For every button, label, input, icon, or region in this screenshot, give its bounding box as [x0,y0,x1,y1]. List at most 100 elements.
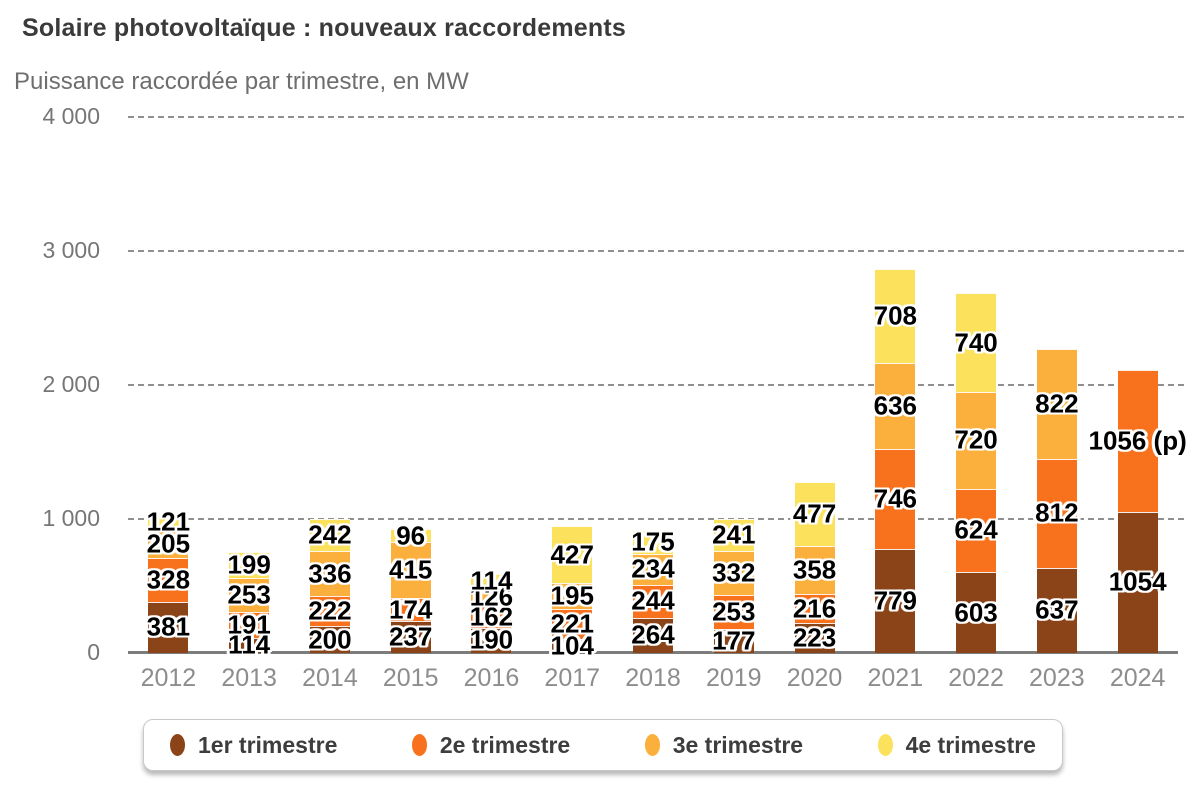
y-tick-label-3000: 3 000 [42,237,100,263]
legend-item-q4: 4e trimestre [877,731,1036,759]
bar-segment-2022-q3 [956,392,997,489]
legend-item-q3: 3e trimestre [644,732,803,759]
legend-dot-q1-icon [170,734,185,756]
legend: 1er trimestre 2e trimestre 3e trimestre … [143,719,1063,771]
value-label-2018-q4: 175 [631,526,675,557]
value-label-2017-q1: 104 [550,630,594,661]
bar-segment-2021-q4 [875,268,916,364]
value-label-2024-q2: 1056 (p) [1088,425,1187,456]
legend-dot-q4-icon [877,734,893,756]
bar-segment-2012-q2 [148,557,189,602]
bar-segment-2015-q4 [390,529,431,543]
value-label-2019-q4: 241 [712,519,756,550]
bar-segment-2016-q4 [471,573,512,589]
legend-dot-q3-icon [644,734,660,756]
x-tick-label-2020: 2020 [786,664,843,692]
value-label-2023-q2: 812 [1035,497,1079,528]
value-label-2024-q1: 1054 [1108,566,1167,597]
value-label-2021-q1: 779 [873,585,918,616]
bar-segment-2016-q1 [471,627,512,653]
bar-segment-2016-q2 [471,605,512,628]
value-label-2015-q4: 96 [396,520,426,551]
grid-line-2000 [128,384,1186,386]
value-label-2016-q3: 126 [469,581,514,612]
value-label-2012-q1: 381 [146,611,191,642]
bar-segment-2022-q4 [956,292,997,393]
bar-segment-2014-q2 [309,596,350,627]
bar-segment-2013-q4 [229,551,270,579]
chart-subtitle: Puissance raccordée par trimestre, en MW [14,68,469,95]
bar-segment-2014-q3 [309,551,350,597]
bar-segment-2021-q1 [875,548,916,653]
bar-segment-2020-q4 [794,482,835,547]
value-label-2022-q4: 740 [954,327,998,358]
value-label-2014-q4: 242 [308,519,352,550]
legend-label-q2: 2e trimestre [439,731,571,758]
bar-segment-2015-q1 [390,621,431,653]
bar-segment-2015-q2 [390,597,431,622]
grid-line-1000 [128,518,1186,520]
value-label-2014-q1: 200 [308,624,352,655]
x-tick-label-2016: 2016 [463,664,520,692]
value-label-2015-q3: 415 [388,554,433,585]
bar-segment-2021-q2 [875,448,916,549]
value-label-2020-q2: 216 [792,593,837,624]
value-label-2020-q1: 223 [792,622,837,653]
value-label-2017-q4: 427 [550,539,594,570]
bar-segment-2021-q3 [875,363,916,449]
chart-title: Solaire photovoltaïque : nouveaux raccor… [22,14,626,42]
value-label-2015-q1: 237 [388,621,433,652]
bar-segment-2018-q3 [633,553,673,585]
value-label-2012-q2: 328 [146,564,191,595]
value-label-2016-q1: 190 [469,624,514,655]
x-tick-label-2019: 2019 [705,664,762,692]
grid-line-4000 [128,116,1186,118]
bar-segment-2020-q1 [794,623,835,653]
value-label-2013-q4: 199 [227,549,271,580]
value-label-2012-q4: 121 [146,506,191,537]
bar-segment-2023-q1 [1036,567,1077,653]
bar-segment-2017-q4 [552,526,593,584]
bar-segment-2020-q3 [794,546,835,595]
value-label-2013-q1: 114 [228,629,271,660]
bar-segment-2020-q2 [794,594,835,624]
bar-segment-2018-q1 [633,617,673,653]
bar-segment-2018-q4 [633,530,673,554]
value-label-2017-q2: 221 [550,608,594,639]
x-tick-label-2023: 2023 [1029,664,1085,692]
bar-segment-2017-q1 [552,639,593,653]
value-label-2020-q4: 477 [792,498,837,529]
value-label-2021-q4: 708 [873,300,918,331]
x-tick-label-2015: 2015 [382,664,439,692]
bar-segment-2014-q4 [309,519,350,552]
y-tick-label-4000: 4 000 [42,103,100,129]
value-label-2015-q2: 174 [388,594,433,625]
value-label-2013-q2: 191 [227,609,271,640]
value-label-2014-q2: 222 [308,595,352,626]
bar-segment-2016-q3 [471,588,512,606]
value-label-2021-q2: 746 [873,483,918,514]
x-tick-label-2017: 2017 [544,664,601,692]
value-label-2012-q3: 205 [146,528,191,559]
value-label-2019-q3: 332 [712,557,756,588]
bar-segment-2014-q1 [309,626,350,653]
x-tick-label-2018: 2018 [625,664,681,692]
bar-segment-2019-q3 [713,550,754,596]
value-label-2020-q3: 358 [792,554,837,585]
grid-line-3000 [128,250,1186,252]
value-label-2018-q2: 244 [631,585,675,616]
legend-label-q4: 4e trimestre [905,731,1036,758]
bar-segment-2013-q3 [229,578,270,613]
legend-item-q1: 1er trimestre [170,732,337,759]
x-tick-label-2012: 2012 [140,664,197,692]
value-label-2014-q3: 336 [308,558,352,589]
y-tick-label-2000: 2 000 [42,371,100,397]
value-label-2021-q3: 636 [873,390,918,421]
bar-segment-2017-q3 [552,583,593,610]
value-label-2013-q3: 253 [227,579,271,610]
value-label-2017-q3: 195 [550,580,594,611]
x-tick-label-2024: 2024 [1109,664,1166,692]
bar-segment-2019-q4 [713,518,754,551]
bar-segment-2024-q1 [1117,511,1158,653]
